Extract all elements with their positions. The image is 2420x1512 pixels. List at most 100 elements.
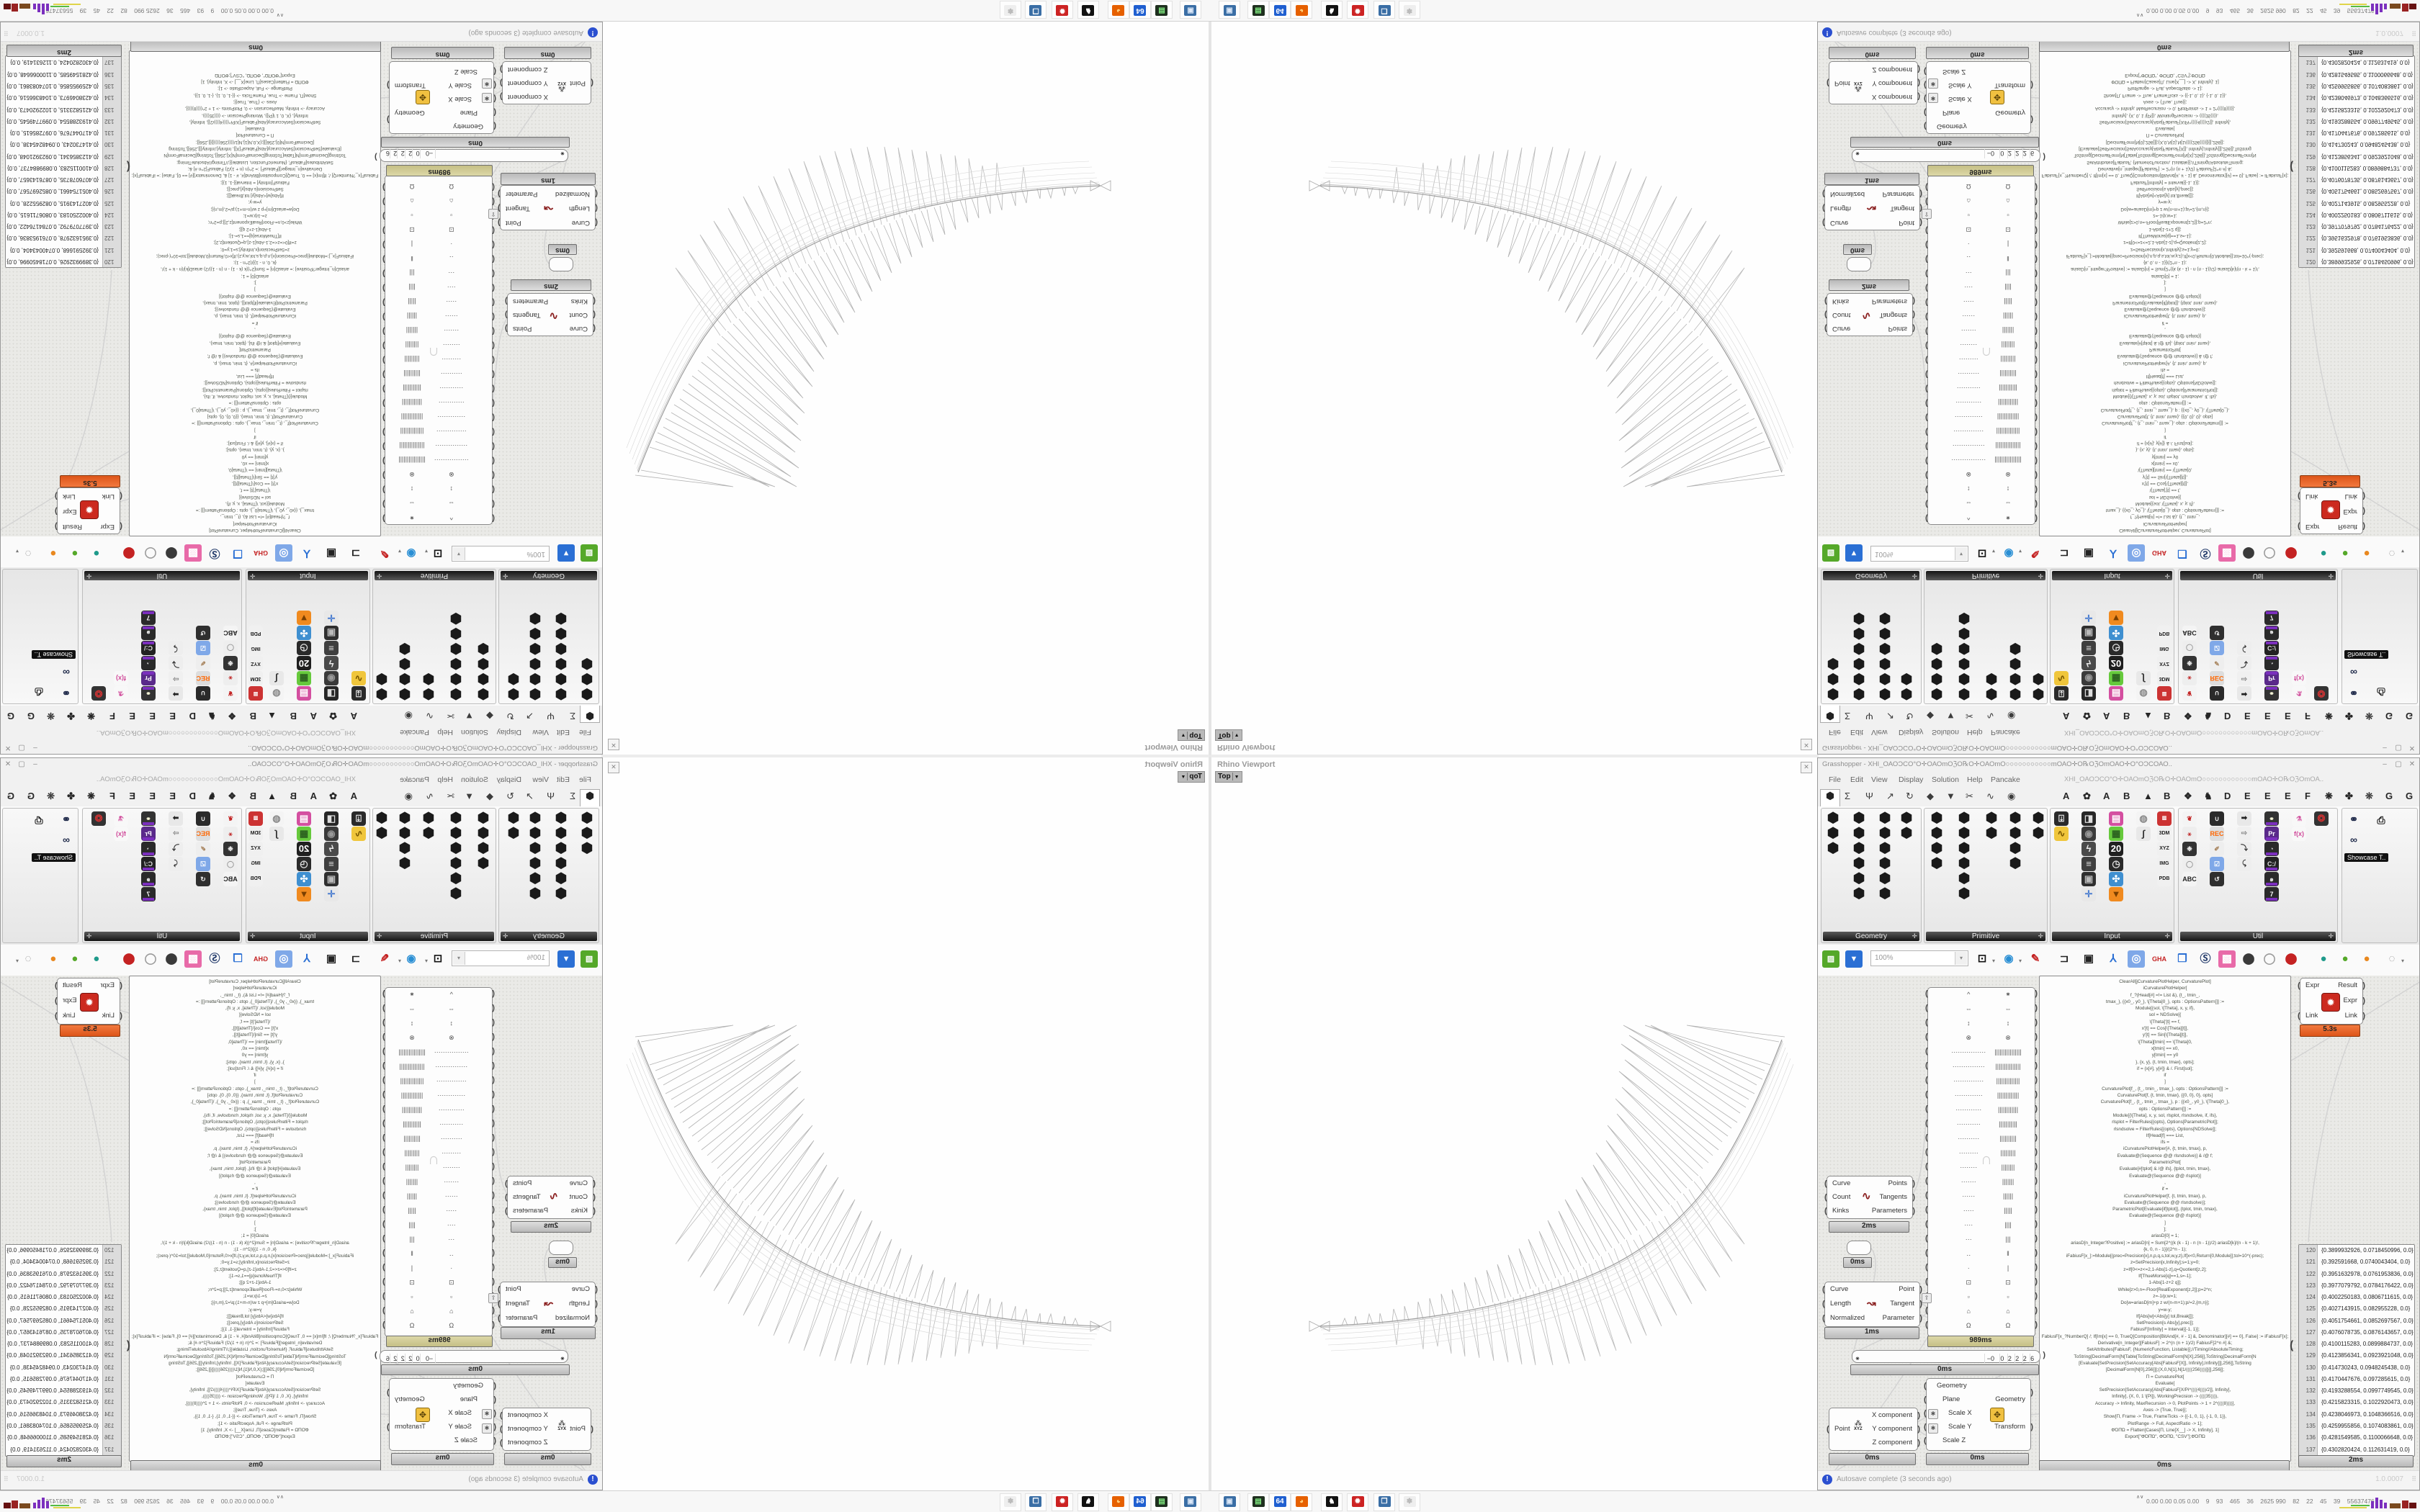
param-tangents[interactable]: Tangents — [1879, 311, 1907, 319]
gha-button[interactable]: GHA — [2152, 955, 2166, 963]
param-point[interactable]: Point — [506, 1285, 521, 1293]
taskbar-app-button[interactable]: 64 — [1129, 1, 1151, 19]
component-icon[interactable]: PDB — [248, 626, 263, 640]
component-icon[interactable]: ➡ — [169, 811, 183, 826]
cylinder-red-icon[interactable]: ⬤ — [2285, 547, 2298, 559]
component-icon[interactable]: ⬢ — [1852, 842, 1865, 856]
panel-label-primitive[interactable]: Primitive ✛ — [375, 932, 494, 941]
close-button[interactable]: ✕ — [4, 760, 12, 768]
param-y-component[interactable]: Y component — [1872, 1425, 1912, 1433]
projector-button[interactable]: ⊐ — [351, 953, 361, 965]
component-icon[interactable]: ∿ — [351, 671, 366, 685]
component-icon[interactable]: ϟ — [324, 656, 339, 670]
camera-button[interactable]: ▣ — [326, 953, 337, 965]
window-button[interactable]: ❐ — [2177, 953, 2187, 965]
component-icon[interactable]: ⬢ — [422, 827, 435, 841]
tab-icon[interactable]: ∿ — [426, 791, 434, 801]
taskbar-app-button[interactable]: ◕ — [1108, 1493, 1129, 1511]
component-icon[interactable]: ⬢ — [1852, 641, 1865, 655]
taskbar-app-button[interactable]: ✽ — [1399, 1493, 1420, 1511]
component-icon[interactable]: ❉ — [223, 656, 238, 670]
menu-help[interactable]: Help — [437, 775, 453, 784]
menu-view[interactable]: View — [532, 728, 549, 737]
component-icon[interactable]: ◉ — [2081, 827, 2096, 841]
tally-panel[interactable]: (^ ⁕)(⇔ ⇔)(↕ ↕)(⊗ ⊗)(················ |||||||… — [1922, 175, 2038, 525]
curve-node-a[interactable]: (Curve Points) (Count Tangents) (Kinks Para… — [505, 293, 596, 336]
plugin-tab[interactable]: E — [2285, 791, 2291, 801]
component-icon[interactable]: ⚭ — [141, 686, 156, 701]
digit-cell[interactable]: 2 — [393, 148, 398, 158]
plugin-tab[interactable]: D — [2224, 791, 2231, 801]
menu-pancake[interactable]: Pancake — [1991, 728, 2020, 737]
maximize-button[interactable]: ▢ — [2395, 744, 2402, 752]
component-icon[interactable]: ⬢ — [1852, 686, 1865, 701]
panel-label-input[interactable]: Input ✛ — [2052, 932, 2172, 941]
param-normalized[interactable]: Normalized — [1830, 1314, 1865, 1322]
component-icon[interactable]: ⬢ — [477, 827, 490, 841]
plugin-tab[interactable]: ✤ — [67, 711, 75, 721]
plugin-tab[interactable]: ♞ — [2204, 711, 2213, 721]
param-z-component[interactable]: Z component — [508, 1439, 548, 1446]
chevron-down-icon[interactable]: ▾ — [2019, 958, 2022, 964]
component-icon[interactable]: ⬢ — [1852, 887, 1865, 901]
plugin-tab[interactable]: E — [2244, 791, 2251, 801]
chevron-down-icon[interactable]: ▾ — [453, 547, 465, 560]
cylinder-dark-icon[interactable]: ⬤ — [2242, 547, 2255, 559]
component-icon[interactable]: ▼ — [297, 611, 311, 625]
zoom-extents-button[interactable]: ⊡ — [433, 953, 443, 965]
component-icon[interactable]: ⬢ — [2009, 842, 2022, 856]
component-icon[interactable]: ⬢ — [581, 842, 593, 856]
plugin-tab[interactable]: B — [290, 711, 297, 721]
grasshopper-titlebar[interactable]: Grasshopper - XHI_ΟΑΟϽCΟ°Ο✛ΟΑΟmΟℨΟ℞Ο✛ΟΑΟ… — [1, 741, 602, 754]
component-icon[interactable]: ∪ — [2210, 811, 2224, 826]
param-geometry-out[interactable]: Geometry — [395, 109, 425, 117]
viewport-tab-top[interactable]: Top▼ — [1215, 771, 1242, 783]
menu-file[interactable]: File — [579, 775, 591, 784]
component-icon[interactable]: ⬢ — [477, 842, 490, 856]
param-scale-x[interactable]: Scale X — [1948, 95, 1972, 103]
selection-circle-button[interactable]: ◌ — [2388, 547, 2396, 559]
plugin-tab[interactable]: A — [2103, 711, 2110, 721]
param-geometry-out[interactable]: Geometry — [395, 1395, 425, 1403]
component-icon[interactable]: ◉ — [324, 671, 339, 685]
component-icon[interactable]: ∿ — [2054, 827, 2069, 841]
close-icon[interactable]: ✕ — [608, 762, 619, 773]
component-icon[interactable]: ⚗ — [114, 811, 128, 826]
scale-node[interactable]: (Geometry) (Plane Geometry (Scale X (Scal… — [1924, 61, 2033, 134]
scroller-int-cell[interactable]: −0 — [424, 148, 436, 158]
chevron-down-icon[interactable]: ▾ — [1992, 958, 1996, 964]
component-icon[interactable]: ⬢ — [477, 686, 490, 701]
component-icon[interactable]: ⤵ — [169, 656, 183, 670]
plugin-tab[interactable]: ♞ — [207, 791, 216, 801]
component-icon[interactable]: ⬢ — [449, 811, 462, 826]
component-icon[interactable]: ∿ — [351, 827, 366, 841]
param-length[interactable]: Length — [568, 204, 590, 212]
plugin-tab[interactable]: ✿ — [329, 711, 337, 721]
plugin-tab[interactable]: D — [2224, 711, 2231, 721]
component-icon[interactable]: 7 — [2264, 887, 2279, 901]
tab-icon[interactable]: ◉ — [404, 711, 413, 721]
rhino-viewport[interactable]: Rhino Viewport Top▼ — [601, 20, 1210, 756]
component-icon[interactable]: ⬢ — [1985, 811, 1998, 826]
cylinder-red-icon[interactable]: ⬤ — [122, 953, 135, 965]
param-scale-x[interactable]: Scale X — [1948, 1409, 1972, 1417]
chevron-down-icon[interactable]: ▼ — [1180, 732, 1186, 737]
window-button[interactable]: ❐ — [233, 953, 243, 965]
digit-cell[interactable]: 0 — [1999, 1354, 2004, 1364]
taskbar-app-button[interactable]: ❐ — [1025, 1493, 1047, 1511]
plugin-tab[interactable]: ▲ — [2143, 791, 2153, 801]
component-icon[interactable]: 3DM — [248, 671, 263, 685]
component-icon[interactable]: ◍ — [2136, 811, 2151, 826]
component-icon[interactable]: ⬢ — [398, 842, 411, 856]
tab-icon[interactable]: ◆ — [1927, 791, 1934, 801]
component-icon[interactable]: ⬢ — [555, 656, 568, 670]
tab-icon[interactable]: ↗ — [526, 791, 534, 801]
plugin-tab[interactable]: ❖ — [228, 791, 236, 801]
component-icon[interactable]: ✛ — [324, 887, 339, 901]
component-icon[interactable]: ⬢ — [507, 811, 520, 826]
component-icon[interactable]: ⬢ — [1930, 857, 1943, 871]
point-node[interactable]: X component) (Point Y component) Z compon… — [1827, 61, 1920, 104]
plugin-tab[interactable]: ▲ — [2143, 711, 2153, 721]
plugin-tab[interactable]: ▲ — [267, 711, 277, 721]
taskbar-app-button[interactable]: ✹ — [1052, 1, 1073, 19]
